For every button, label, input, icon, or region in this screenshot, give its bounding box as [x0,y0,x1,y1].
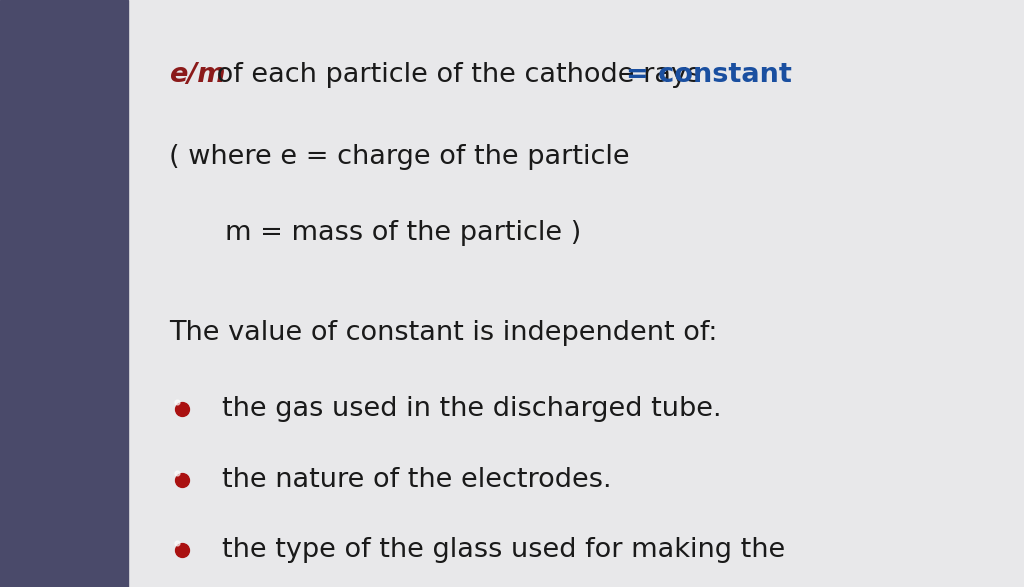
Text: the nature of the electrodes.: the nature of the electrodes. [222,467,611,492]
Text: m = mass of the particle ): m = mass of the particle ) [225,220,582,246]
Text: = constant: = constant [626,62,792,87]
Text: the gas used in the discharged tube.: the gas used in the discharged tube. [222,396,722,422]
Text: e/m: e/m [169,62,225,87]
Bar [0,0,128,587]
Text: the type of the glass used for making the: the type of the glass used for making th… [222,537,785,563]
Text: The value of constant is independent of:: The value of constant is independent of: [169,320,718,346]
Text: of each particle of the cathode rays: of each particle of the cathode rays [208,62,710,87]
Text: ( where e = charge of the particle: ( where e = charge of the particle [169,144,630,170]
